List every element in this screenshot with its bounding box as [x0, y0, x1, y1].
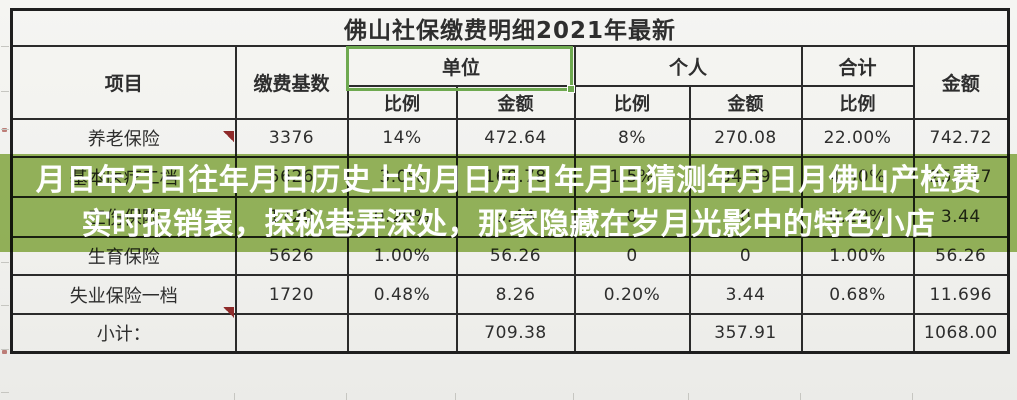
table-row-subtotal: 小计： 709.38 357.91 1068.00 [10, 313, 1010, 353]
cell-unit-ratio[interactable]: 0.48% [346, 274, 458, 315]
sheet-title: 佛山社保缴费明细2021年最新 [10, 8, 1010, 47]
cell-total-amount[interactable]: 742.72 [912, 118, 1010, 158]
cell-total-ratio[interactable] [800, 313, 915, 353]
header-personal-amount[interactable]: 金额 [688, 85, 803, 120]
photo-artifact [2, 350, 7, 354]
margin-tick [346, 393, 347, 400]
margin-tick [1, 349, 9, 350]
margin-tick [573, 393, 574, 400]
cell-base[interactable]: 1720 [234, 274, 349, 315]
cell-base[interactable] [234, 313, 349, 353]
margin-tick [1, 305, 9, 306]
selected-cell-outline[interactable] [346, 46, 575, 93]
cell-unit-amount[interactable]: 472.64 [455, 118, 576, 158]
margin-tick [1, 262, 9, 263]
margin-tick [455, 393, 456, 400]
photo-artifact [2, 128, 7, 132]
comment-indicator-icon [223, 307, 234, 318]
header-base[interactable]: 缴费基数 [234, 45, 349, 120]
margin-tick [800, 393, 801, 400]
header-item[interactable]: 项目 [10, 45, 237, 120]
cell-total-amount[interactable]: 1068.00 [912, 313, 1010, 353]
header-personal-ratio[interactable]: 比例 [573, 85, 691, 120]
overlay-banner-line2: 实时报销表，探秘巷弄深处，那家隐藏在岁月光影中的特色小店 [81, 207, 936, 242]
header-amount[interactable]: 金额 [912, 45, 1010, 120]
cell-personal-ratio[interactable]: 8% [573, 118, 691, 158]
cell-total-amount[interactable]: 11.696 [912, 274, 1010, 315]
cell-personal-amount[interactable]: 3.44 [688, 274, 803, 315]
margin-tick [688, 393, 689, 400]
cell-personal-ratio[interactable] [573, 313, 691, 353]
comment-indicator-icon [223, 131, 234, 142]
cell-unit-ratio[interactable] [346, 313, 458, 353]
selection-fill-handle[interactable] [567, 85, 575, 93]
margin-tick [1, 91, 9, 92]
cell-total-ratio[interactable]: 22.00% [800, 118, 915, 158]
overlay-banner-line1: 月日年月日往年月日历史上的月日月日年月日猜测年月日月佛山产检费 [35, 162, 982, 198]
header-personal[interactable]: 个人 [573, 45, 803, 87]
margin-tick [1, 46, 9, 47]
table-row: 养老保险 3376 14% 472.64 8% 270.08 22.00% 74… [10, 118, 1010, 158]
header-total[interactable]: 合计 [800, 45, 915, 87]
cell-unit-amount[interactable]: 8.26 [455, 274, 576, 315]
cell-unit-amount[interactable]: 709.38 [455, 313, 576, 353]
header-total-ratio[interactable]: 比例 [800, 85, 915, 120]
overlay-banner-background [0, 154, 1017, 252]
margin-tick [1, 392, 9, 393]
cell-item[interactable]: 小计： [10, 313, 237, 353]
cell-item[interactable]: 失业保险一档 [10, 274, 237, 315]
overlay-banner: 月日年月日往年月日历史上的月日月日年月日猜测年月日月佛山产检费 实时报销表，探秘… [0, 154, 1017, 252]
margin-tick [234, 393, 235, 400]
cell-personal-amount[interactable]: 357.91 [688, 313, 803, 353]
cell-personal-amount[interactable]: 270.08 [688, 118, 803, 158]
margin-tick [912, 393, 913, 400]
cell-base[interactable]: 3376 [234, 118, 349, 158]
margin-tick [1, 129, 9, 130]
cell-total-ratio[interactable]: 0.68% [800, 274, 915, 315]
cell-unit-ratio[interactable]: 14% [346, 118, 458, 158]
table-row: 失业保险一档 1720 0.48% 8.26 0.20% 3.44 0.68% … [10, 274, 1010, 315]
cell-personal-ratio[interactable]: 0.20% [573, 274, 691, 315]
cell-item[interactable]: 养老保险 [10, 118, 237, 158]
